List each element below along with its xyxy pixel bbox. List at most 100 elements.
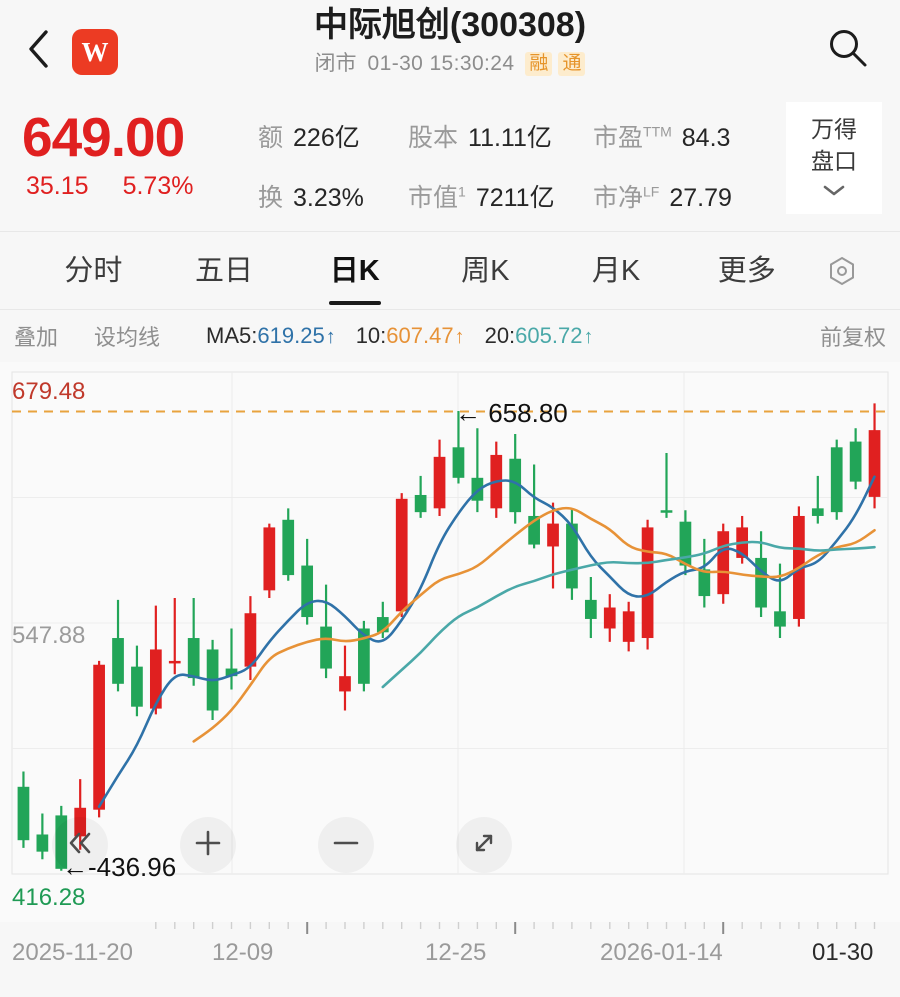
ma20-item: 20: 605.72 ↑	[485, 323, 594, 349]
tab-label: 更多	[717, 254, 776, 287]
ma5-arrow-icon: ↑	[325, 326, 336, 348]
stat-superscript: 1	[458, 183, 466, 200]
ma-values-group: MA5: 619.25 ↑ 10: 607.47 ↑ 20: 605.72 ↑	[206, 323, 609, 349]
annotation-high-price: ← 658.80	[455, 398, 568, 428]
ma-indicator-bar: 叠加 设均线 MA5: 619.25 ↑ 10: 607.47 ↑ 20: 60…	[0, 310, 900, 362]
annotation-low-price: ←-436.96	[62, 852, 177, 882]
x-axis-label: 12-25	[425, 939, 487, 966]
stat-label: 市盈TTM	[593, 123, 672, 152]
zoom-out-button[interactable]	[318, 817, 374, 873]
ma5-key: MA5:	[206, 323, 258, 348]
x-axis-labels: 2025-11-20 12-09 12-25 2026-01-14 01-30	[0, 938, 900, 978]
change-absolute: 35.15	[26, 172, 89, 200]
stat-value: 226亿	[293, 124, 360, 152]
ma20-arrow-icon: ↑	[583, 326, 594, 348]
change-row: 35.15 5.73%	[22, 170, 262, 202]
chart-controls	[0, 817, 900, 877]
stat-pe: 市盈TTM 84.3	[593, 118, 778, 154]
tab-label: 分时	[64, 254, 123, 287]
tab-more[interactable]: 更多	[681, 253, 812, 289]
x-axis-label-current: 01-30	[812, 939, 874, 966]
tab-label: 周K	[461, 254, 510, 287]
stats-grid: 额 226亿 股本 11.11亿 市盈TTM 84.3 换 3.23% 市值1 …	[258, 118, 778, 214]
price-column: 649.00 35.15 5.73%	[22, 106, 262, 202]
stat-superscript: LF	[643, 183, 660, 200]
stat-label: 股本	[408, 124, 459, 152]
tab-label: 日K	[329, 254, 380, 287]
market-status-row: 闭市 01-30 15:30:24 融 通	[0, 51, 900, 77]
title-block: 中际旭创(300308) 闭市 01-30 15:30:24 融 通	[0, 0, 900, 77]
app-logo[interactable]: W	[72, 29, 118, 75]
price-axis-high: 679.48	[12, 378, 86, 405]
ma5-item: MA5: 619.25 ↑	[206, 323, 336, 349]
connect-badge: 通	[558, 52, 586, 76]
stat-amount: 额 226亿	[258, 118, 408, 154]
stat-label: 市净LF	[593, 183, 660, 212]
margin-trading-badge: 融	[525, 52, 553, 76]
stat-label: 市值1	[408, 183, 466, 212]
zoom-in-button[interactable]	[180, 817, 236, 873]
stat-shares: 股本 11.11亿	[408, 118, 593, 154]
stat-market-cap: 市值1 7211亿	[408, 178, 593, 214]
prev-page-button[interactable]	[52, 817, 108, 873]
adjustment-button[interactable]: 前复权	[819, 325, 886, 350]
tab-label: 月K	[591, 254, 641, 287]
set-ma-button[interactable]: 设均线	[94, 325, 161, 350]
stat-value: 3.23%	[293, 184, 364, 212]
active-tab-underline	[328, 300, 381, 305]
order-book-button[interactable]: 万得 盘口	[786, 102, 882, 214]
chart-period-tabs: 分时 五日 日K 周K 月K 更多	[0, 232, 900, 310]
stat-pb: 市净LF 27.79	[593, 178, 778, 214]
stat-turnover: 换 3.23%	[258, 178, 408, 214]
x-axis-ticks	[155, 922, 876, 934]
market-status: 闭市	[314, 52, 357, 75]
stat-label: 额	[258, 124, 284, 152]
price-axis-mid: 547.88	[12, 622, 86, 649]
quote-timestamp: 01-30 15:30:24	[367, 52, 515, 75]
stat-label: 换	[258, 184, 284, 212]
chevron-down-icon	[819, 182, 849, 203]
badge-group: 融 通	[525, 52, 586, 76]
page-title: 中际旭创(300308)	[313, 6, 587, 44]
stat-superscript: TTM	[643, 123, 672, 140]
chart-canvas[interactable]	[0, 362, 900, 922]
stat-value: 84.3	[681, 124, 731, 152]
last-price: 649.00	[22, 106, 185, 168]
search-icon[interactable]	[826, 26, 870, 75]
ma10-arrow-icon: ↑	[454, 326, 465, 348]
logo-text: W	[81, 36, 109, 67]
order-book-label-line2: 盘口	[811, 147, 857, 174]
quote-panel: 649.00 35.15 5.73% 额 226亿 股本 11.11亿 市盈TT…	[0, 100, 900, 232]
ma20-value: 605.72	[515, 323, 583, 348]
fullscreen-button[interactable]	[456, 817, 512, 873]
overlay-button[interactable]: 叠加	[14, 325, 59, 350]
chart-x-axis: 2025-11-20 12-09 12-25 2026-01-14 01-30	[0, 922, 900, 987]
tab-weekly-k[interactable]: 周K	[420, 253, 551, 289]
tab-monthly-k[interactable]: 月K	[551, 253, 682, 289]
expand-diagonal-icon	[469, 828, 499, 863]
change-percent: 5.73%	[122, 172, 194, 200]
app-header: W 中际旭创(300308) 闭市 01-30 15:30:24 融 通	[0, 0, 900, 100]
ma10-item: 10: 607.47 ↑	[356, 323, 465, 349]
tab-minute[interactable]: 分时	[28, 253, 159, 289]
plus-icon	[193, 828, 223, 863]
x-axis-label: 2026-01-14	[600, 939, 723, 966]
ma20-key: 20:	[484, 323, 516, 348]
candlestick-chart[interactable]: 679.48 547.88 416.28 ← 658.80 ←-436.96	[0, 362, 900, 922]
tab-daily-k[interactable]: 日K	[289, 253, 420, 305]
tab-five-day[interactable]: 五日	[159, 253, 290, 289]
stat-value: 11.11亿	[468, 124, 552, 152]
ma10-key: 10:	[355, 323, 387, 348]
settings-gear-icon[interactable]	[812, 254, 872, 288]
chevron-left-icon[interactable]	[26, 28, 52, 70]
ma10-value: 607.47	[386, 323, 454, 348]
order-book-label-line1: 万得	[811, 115, 857, 142]
x-axis-label: 2025-11-20	[12, 939, 133, 966]
double-chevron-left-icon	[64, 829, 96, 862]
stat-value: 7211亿	[475, 184, 555, 212]
stat-value: 27.79	[669, 184, 732, 212]
minus-icon	[331, 828, 361, 863]
ma5-value: 619.25	[257, 323, 325, 348]
x-axis-label: 12-09	[212, 939, 274, 966]
